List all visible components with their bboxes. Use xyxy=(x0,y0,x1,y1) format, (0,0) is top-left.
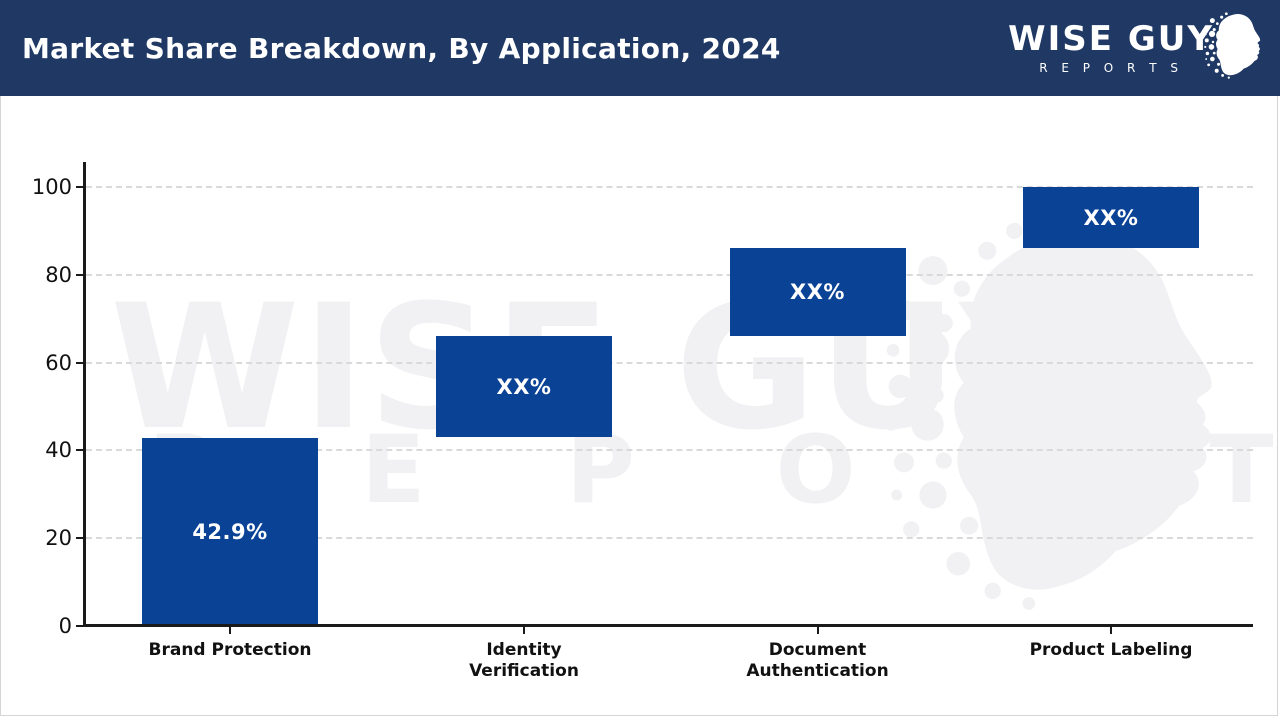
y-tick-label: 20 xyxy=(45,526,72,551)
logo-wordmark-line1: WISE GUY xyxy=(1008,18,1214,59)
x-tick xyxy=(229,627,231,634)
bar-value-label: 42.9% xyxy=(192,519,268,544)
bar: XX% xyxy=(436,336,612,438)
y-tick xyxy=(76,625,83,627)
gridline xyxy=(86,273,1253,276)
watermark-text-primary: WISE GUY. xyxy=(110,267,1126,468)
x-tick-label-line: Product Labeling xyxy=(1029,640,1193,660)
y-tick-label: 80 xyxy=(45,262,72,287)
logo-wordmark: WISE GUY R E P O R T S xyxy=(1008,22,1214,75)
x-tick-label-line: Document xyxy=(768,640,867,660)
x-tick xyxy=(816,627,819,634)
gridline xyxy=(86,186,1253,188)
x-tick-label: Document Authentication xyxy=(688,640,948,682)
gridline xyxy=(86,537,1253,540)
y-axis-spine xyxy=(83,162,86,627)
x-tick-label: Identity Verification xyxy=(394,640,654,682)
bar-value-label: XX% xyxy=(1083,205,1139,230)
y-tick-label: 0 xyxy=(58,614,72,638)
bar: XX% xyxy=(729,248,906,337)
gridline xyxy=(86,449,1253,452)
x-tick xyxy=(1110,627,1112,634)
y-tick xyxy=(76,273,83,276)
y-tick xyxy=(76,186,83,188)
x-tick-label-line: Verification xyxy=(469,661,579,681)
y-tick xyxy=(76,537,83,540)
gridline xyxy=(86,361,1253,364)
x-tick xyxy=(523,627,525,634)
x-tick-label: Product Labeling xyxy=(981,640,1241,661)
x-tick-label-line: Brand Protection xyxy=(148,640,312,660)
x-tick-label: Brand Protection xyxy=(100,640,360,661)
logo: WISE GUY R E P O R T S xyxy=(1008,6,1266,90)
y-tick xyxy=(76,361,83,364)
page-title: Market Share Breakdown, By Application, … xyxy=(22,31,781,65)
header: Market Share Breakdown, By Application, … xyxy=(0,0,1280,96)
x-tick-label-line: Identity xyxy=(486,640,562,660)
x-axis-spine xyxy=(83,624,1253,627)
logo-face-icon xyxy=(1204,6,1266,90)
y-tick xyxy=(76,449,83,452)
bar-value-label: XX% xyxy=(496,374,552,399)
y-tick-label: 60 xyxy=(45,350,72,375)
y-tick-label: 40 xyxy=(45,438,72,463)
bar-value-label: XX% xyxy=(790,280,845,305)
bar: XX% xyxy=(1023,187,1199,249)
y-tick-label: 100 xyxy=(31,175,72,199)
bar: 42.9% xyxy=(142,437,318,626)
logo-wordmark-line2: R E P O R T S xyxy=(1039,60,1183,75)
x-tick-label-line: Authentication xyxy=(746,661,889,681)
